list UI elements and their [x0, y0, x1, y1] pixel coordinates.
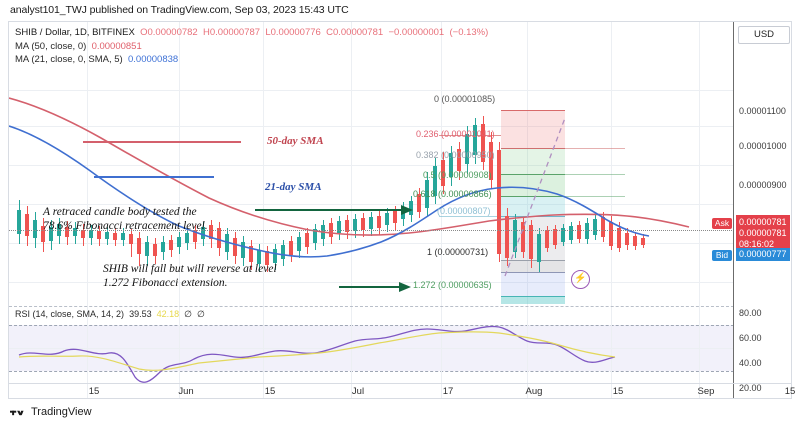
fib-price: (0.00000635): [438, 280, 492, 290]
last-price-time: 08:16:02: [739, 239, 775, 249]
legend-ma21-value: 0.00000838: [128, 54, 179, 65]
fib-ratio: 0.618: [413, 189, 436, 199]
fib-line-1272: [501, 296, 565, 297]
time-tick: Aug: [525, 386, 543, 397]
legend-row-ma21: MA (21, close, 0, SMA, 5) 0.00000838: [15, 53, 488, 67]
pane-separator[interactable]: [9, 306, 734, 307]
price-axis[interactable]: USD 0.00001100 0.00001000 0.00000900 Ask…: [712, 22, 791, 398]
fib-price: (0.00000731): [434, 247, 489, 257]
rsi-legend-value-2: 42.18: [156, 309, 180, 319]
rsi-lower-band-line: [9, 371, 734, 372]
rsi-upper-band-line: [9, 325, 734, 326]
price-plot[interactable]: 50-day SMA 21-day SMA 0 (0.00001085) 0.2…: [9, 22, 734, 398]
fib-price: (0.00000908): [438, 170, 492, 180]
fib-price: (0.00001041): [441, 129, 495, 139]
annotation-note-2-line-2: 1.272 Fibonacci extension.: [103, 277, 228, 289]
time-tick: 17: [442, 386, 454, 397]
lightning-bolt-icon[interactable]: ⚡: [571, 270, 590, 289]
annotation-note-2-line-1: SHIB will fall but will reverse at level: [103, 263, 277, 275]
legend-ma50-value: 0.00000851: [91, 40, 142, 52]
rsi-legend: RSI (14, close, SMA, 14, 2) 39.53 42.18 …: [15, 309, 205, 320]
time-tick: 15: [612, 386, 624, 397]
ask-price-box: 0.00000781 0.00000781 08:16:02: [736, 215, 790, 249]
rsi-legend-value: 39.53: [129, 309, 152, 319]
annotation-note-1-line-1: A retraced candle body tested the: [43, 206, 197, 218]
grid-line-v: [699, 307, 700, 398]
attribution-text: analyst101_TWJ published on TradingView.…: [10, 4, 349, 16]
tradingview-brand-text: TradingView: [31, 406, 92, 418]
fib-ratio: 0.236: [416, 129, 439, 139]
fib-ratio: 1.272: [413, 280, 436, 290]
price-tick: 0.00001100: [739, 106, 786, 116]
time-tick: Jul: [351, 386, 365, 397]
label-50-day-sma: 50-day SMA: [267, 135, 324, 147]
tradingview-logo-icon: [10, 410, 24, 415]
fib-label-0618: 0.618 (0.00000866): [413, 189, 492, 199]
legend-low: L0.00000776: [265, 27, 321, 38]
circle-slash-icon[interactable]: ∅: [197, 309, 205, 319]
legend-symbol: SHIB / Dollar, 1D, BITFINEX: [15, 27, 135, 38]
legend-ma21-label: MA (21, close, 0, SMA, 5): [15, 54, 123, 65]
price-tick: 0.00000900: [739, 180, 787, 190]
rsi-midline: [9, 348, 734, 349]
time-tick: 15: [784, 386, 796, 397]
time-tick: 15: [264, 386, 276, 397]
grid-line-h: [9, 282, 734, 283]
rsi-tick: 20.00: [739, 383, 762, 393]
fib-label-1: 1 (0.00000731): [427, 247, 488, 257]
drawn-ray-blue[interactable]: [94, 176, 214, 178]
time-tick: Jun: [178, 386, 194, 397]
ask-tag-label: Ask: [712, 218, 732, 229]
fib-label-0: 0 (0.00001085): [434, 94, 495, 104]
grid-line-v: [699, 22, 700, 398]
fib-price: (0.00000866): [438, 189, 492, 199]
fib-label-1272: 1.272 (0.00000635): [413, 280, 492, 290]
time-tick: 15: [88, 386, 100, 397]
fib-price: (0.00001085): [441, 94, 496, 104]
legend-change-pct: (−0.13%): [449, 27, 489, 38]
label-21-day-sma: 21-day SMA: [265, 181, 322, 193]
fib-price: (0.00000807): [437, 206, 491, 216]
annotation-note-1-line-2: 78.6% Fibonacci retracement level.: [43, 220, 208, 232]
rsi-tick: 60.00: [739, 333, 762, 343]
footer-branding: TradingView: [10, 406, 92, 418]
fib-ratio: 1: [427, 247, 433, 257]
legend-row-ma50: MA (50, close, 0) 0.00000851: [15, 40, 488, 54]
fib-ratio: 0.5: [423, 170, 436, 180]
bid-price-box: 0.00000777: [736, 248, 790, 261]
legend-change: −0.00000001: [388, 27, 445, 38]
chart-frame: 50-day SMA 21-day SMA 0 (0.00001085) 0.2…: [8, 21, 792, 399]
rsi-legend-label: RSI (14, close, SMA, 14, 2): [15, 309, 125, 319]
ask-price: 0.00000781: [739, 217, 787, 227]
fib-label-0382: 0.382 (0.00000950): [416, 150, 495, 160]
fib-label-0236: 0.236 (0.00001041): [416, 129, 495, 139]
fib-price: (0.00000950): [441, 150, 495, 160]
legend-ma50-label: MA (50, close, 0): [15, 40, 87, 52]
fib-ratio: 0: [434, 94, 440, 104]
fib-ratio: 0.382: [416, 150, 439, 160]
legend-close: C0.00000781: [326, 27, 384, 38]
fib-zone-1272: [501, 296, 565, 304]
rsi-tick: 40.00: [739, 358, 762, 368]
drawn-ray-red[interactable]: [83, 141, 241, 143]
last-price: 0.00000781: [739, 228, 787, 238]
rsi-tick: 80.00: [739, 308, 762, 318]
time-tick: Sep: [697, 386, 715, 397]
grid-line-h: [9, 90, 734, 91]
last-price-dotted-line: [9, 230, 734, 231]
legend-row-symbol: SHIB / Dollar, 1D, BITFINEX O0.00000782 …: [15, 26, 488, 40]
bid-tag-label: Bid: [712, 250, 732, 261]
chart-legend: SHIB / Dollar, 1D, BITFINEX O0.00000782 …: [15, 26, 488, 67]
fib-label-05: 0.5 (0.00000908): [423, 170, 492, 180]
currency-unit-badge: USD: [738, 26, 790, 44]
circle-slash-icon[interactable]: ∅: [184, 309, 192, 319]
time-axis[interactable]: 15 Jun 15 Jul 17 Aug 15 Sep 15 Oct: [8, 383, 795, 400]
legend-open: O0.00000782: [140, 27, 198, 38]
legend-high: H0.00000787: [203, 27, 261, 38]
fib-label-0786: (0.00000807): [437, 206, 491, 216]
price-tick: 0.00001000: [739, 141, 787, 151]
